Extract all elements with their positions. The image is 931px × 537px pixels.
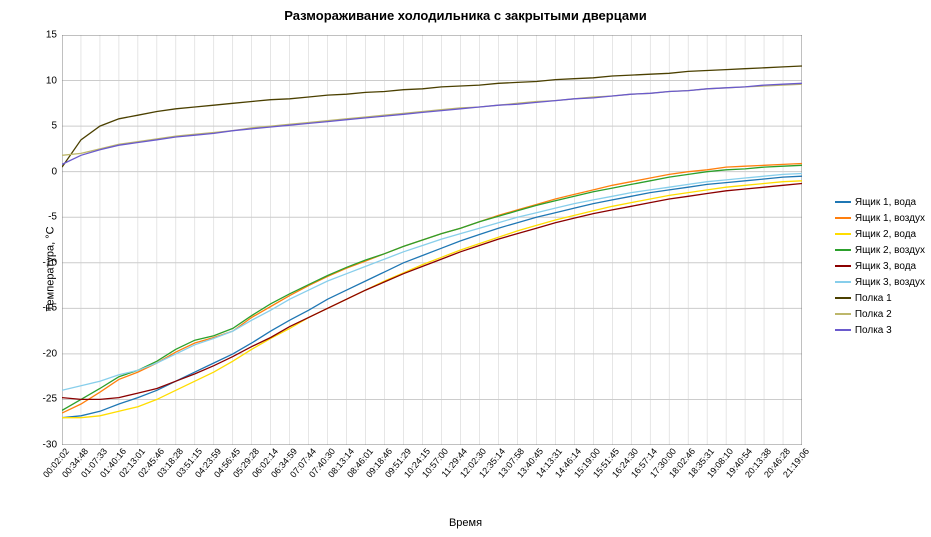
y-tick-label: -20 [27,348,62,359]
legend-label: Ящик 2, вода [855,229,916,240]
legend-swatch [835,281,851,283]
legend-label: Полка 1 [855,293,892,304]
legend-label: Ящик 1, воздух [855,213,925,224]
legend-label: Полка 2 [855,309,892,320]
plot-area: -30-25-20-15-10-5051015 00:02:0200:34:48… [62,35,802,445]
legend-swatch [835,265,851,267]
y-tick-label: -5 [27,212,62,223]
series-line [62,174,802,391]
series-line [62,184,802,400]
legend-swatch [835,249,851,251]
legend-item: Полка 3 [835,323,925,337]
x-axis-label: Время [449,517,482,529]
legend-item: Ящик 3, вода [835,259,925,273]
legend-item: Полка 1 [835,291,925,305]
legend-swatch [835,217,851,219]
y-tick-label: -10 [27,257,62,268]
legend-swatch [835,329,851,331]
legend-swatch [835,201,851,203]
series-line [62,165,802,410]
legend-swatch [835,233,851,235]
series-line [62,66,802,167]
legend-item: Ящик 2, вода [835,227,925,241]
y-axis-label: Температура, °C [45,226,57,311]
refrigerator-defrost-chart: Размораживание холодильника с закрытыми … [0,0,931,537]
legend-label: Ящик 2, воздух [855,245,925,256]
plot-svg [62,35,802,445]
y-tick-label: 15 [27,30,62,41]
legend-swatch [835,297,851,299]
legend-item: Ящик 2, воздух [835,243,925,257]
series-line [62,164,802,414]
chart-title: Размораживание холодильника с закрытыми … [0,8,931,23]
legend: Ящик 1, вода Ящик 1, воздух Ящик 2, вода Ящ… [835,195,925,339]
legend-label: Ящик 1, вода [855,197,916,208]
legend-label: Ящик 3, вода [855,261,916,272]
series-line [62,84,802,155]
y-tick-label: 5 [27,121,62,132]
y-tick-label: -15 [27,303,62,314]
y-tick-label: -30 [27,440,62,451]
legend-label: Полка 3 [855,325,892,336]
y-tick-label: -25 [27,394,62,405]
legend-item: Полка 2 [835,307,925,321]
series-line [62,83,802,164]
y-tick-label: 0 [27,166,62,177]
legend-item: Ящик 3, воздух [835,275,925,289]
legend-label: Ящик 3, воздух [855,277,925,288]
legend-item: Ящик 1, вода [835,195,925,209]
series-line [62,176,802,418]
plot-border [62,35,802,445]
legend-item: Ящик 1, воздух [835,211,925,225]
y-tick-label: 10 [27,75,62,86]
legend-swatch [835,313,851,315]
